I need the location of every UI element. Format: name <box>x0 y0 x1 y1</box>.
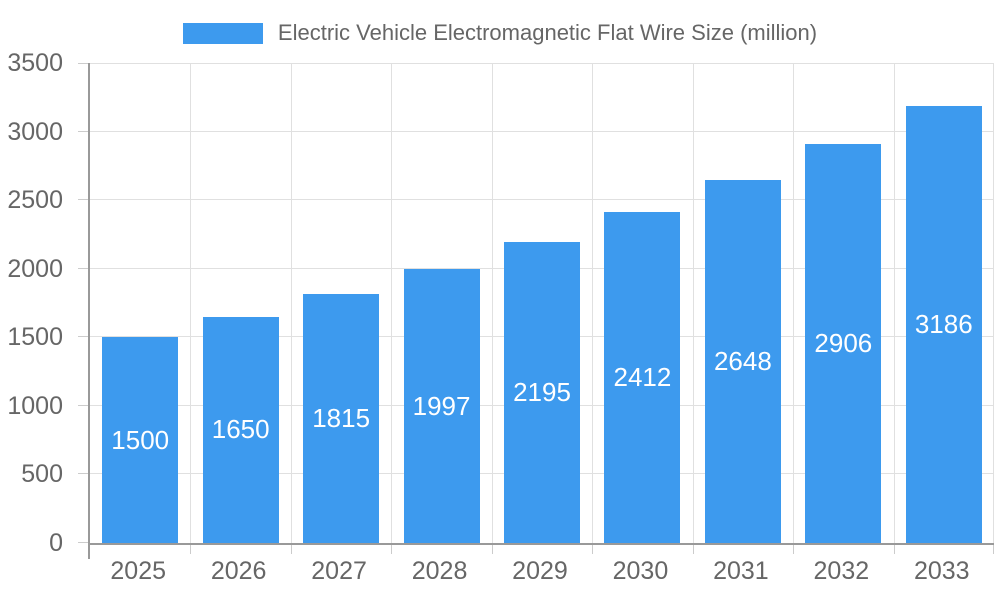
legend-label: Electric Vehicle Electromagnetic Flat Wi… <box>277 20 818 45</box>
y-tick-label: 500 <box>21 460 63 489</box>
y-axis-tick <box>78 404 88 406</box>
gridline-vertical <box>391 63 393 543</box>
legend-swatch <box>182 22 263 44</box>
x-tick-label-2025: 2025 <box>110 557 167 585</box>
x-tick-label-2033: 2033 <box>913 557 970 585</box>
gridline-vertical <box>290 63 292 543</box>
x-axis-tick <box>893 545 895 554</box>
y-tick-label: 3500 <box>7 49 63 77</box>
x-axis-tick <box>793 545 795 554</box>
y-axis-tick <box>78 63 88 64</box>
y-axis-tick <box>78 542 88 543</box>
bar-2029[interactable]: 2195 <box>504 241 580 543</box>
bar-value-label: 1815 <box>312 403 371 434</box>
bar-value-label: 2412 <box>613 362 672 393</box>
y-tick-label: 1000 <box>7 391 63 420</box>
gridline-vertical <box>793 63 795 543</box>
x-tick-label-2029: 2029 <box>512 557 568 585</box>
y-axis-tick <box>78 336 88 338</box>
bar-2030[interactable]: 2412 <box>604 212 681 543</box>
bar-value-label: 2648 <box>713 345 772 376</box>
bar-2025[interactable]: 1500 <box>102 337 179 543</box>
y-axis-tick <box>78 199 88 201</box>
gridline-vertical <box>692 63 694 543</box>
gridline-vertical <box>491 63 493 543</box>
y-tick-label: 2000 <box>7 254 63 283</box>
x-tick-label-2028: 2028 <box>411 557 468 585</box>
gridline-vertical <box>190 63 192 543</box>
gridline-vertical <box>993 63 994 543</box>
y-axis-tick <box>78 267 88 269</box>
gridline-horizontal <box>90 63 994 64</box>
x-axis-tick <box>391 545 393 554</box>
bar-2027[interactable]: 1815 <box>303 294 380 543</box>
y-tick-label: 2500 <box>7 186 63 215</box>
bar-2033[interactable]: 3186 <box>905 106 982 543</box>
x-tick-label-2026: 2026 <box>210 557 267 585</box>
y-tick-label: 3000 <box>7 117 63 146</box>
gridline-horizontal <box>90 130 994 132</box>
gridline-horizontal <box>90 199 994 201</box>
x-axis-tick <box>190 545 192 554</box>
x-axis-tick <box>993 545 994 554</box>
x-axis-tick <box>290 545 292 554</box>
y-tick-label: 0 <box>49 529 63 557</box>
x-tick-label-2027: 2027 <box>311 557 367 585</box>
bar-value-label: 1500 <box>111 424 170 455</box>
bar-value-label: 3186 <box>914 309 973 340</box>
plot-area: 1500 1650 1815 1997 2195 2412 2648 2906 3186 <box>78 63 994 559</box>
y-axis-tick <box>78 130 88 132</box>
gridline-vertical <box>592 63 594 543</box>
chart-legend[interactable]: Electric Vehicle Electromagnetic Flat Wi… <box>0 21 1000 45</box>
x-axis-tick <box>491 545 493 554</box>
bar-2032[interactable]: 2906 <box>805 144 882 543</box>
y-tick-label: 1500 <box>7 323 63 352</box>
bar-value-label: 1650 <box>211 414 270 445</box>
y-axis-tick <box>78 473 88 475</box>
x-tick-label-2031: 2031 <box>713 557 769 585</box>
bar-2026[interactable]: 1650 <box>202 316 279 543</box>
x-tick-label-2032: 2032 <box>813 557 870 585</box>
bar-value-label: 2906 <box>814 328 873 359</box>
x-axis-tick <box>592 545 594 554</box>
x-axis-tick <box>692 545 694 554</box>
x-axis-tick <box>88 545 90 559</box>
gridline-vertical <box>893 63 895 543</box>
x-tick-label-2030: 2030 <box>612 557 669 585</box>
bar-2031[interactable]: 2648 <box>704 179 781 543</box>
bar-value-label: 1997 <box>412 390 471 421</box>
bar-2028[interactable]: 1997 <box>403 269 480 543</box>
bar-value-label: 2195 <box>513 376 571 407</box>
